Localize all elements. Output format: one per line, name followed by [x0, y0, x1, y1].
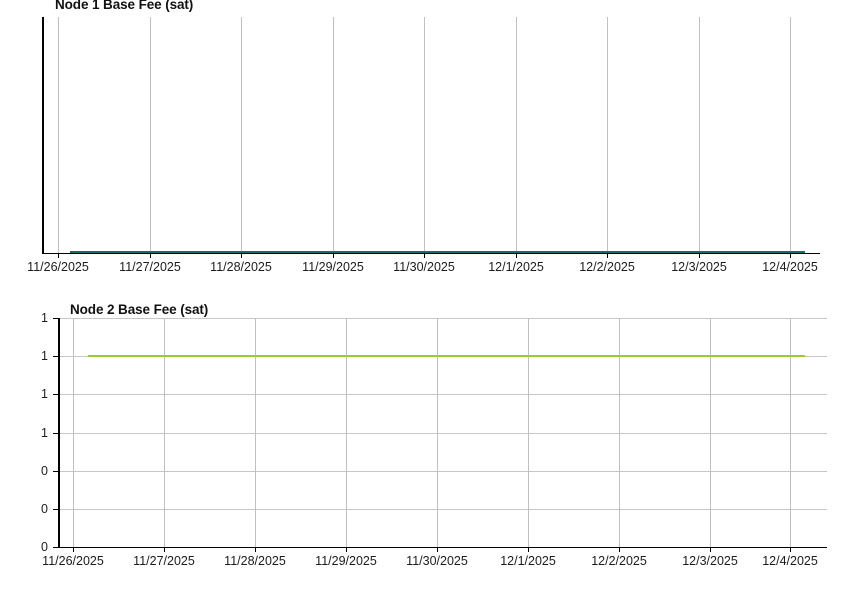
gridline-vertical	[437, 318, 438, 547]
chart-2-y-label: 0	[41, 540, 48, 554]
gridline-vertical	[424, 17, 425, 253]
chart-1-x-axis	[42, 253, 820, 254]
chart-1-y-axis	[42, 17, 44, 254]
chart-2-plot-area	[58, 318, 827, 547]
chart-2-title: Node 2 Base Fee (sat)	[70, 302, 209, 317]
gridline-vertical	[58, 17, 59, 253]
gridline-vertical	[346, 318, 347, 547]
chart-1-x-label: 12/3/2025	[671, 260, 727, 274]
chart-1-x-label: 11/26/2025	[27, 260, 89, 274]
chart-2-y-label: 1	[41, 426, 48, 440]
series-line-node-2	[88, 354, 805, 357]
gridline-vertical	[241, 17, 242, 253]
y-tick	[53, 394, 58, 395]
x-tick	[333, 253, 334, 258]
y-tick	[53, 471, 58, 472]
chart-2-y-label: 1	[41, 387, 48, 401]
y-tick	[53, 547, 58, 548]
x-tick	[424, 253, 425, 258]
gridline-horizontal	[58, 394, 827, 395]
chart-2-x-label: 12/4/2025	[762, 554, 818, 568]
chart-1-x-label: 12/1/2025	[488, 260, 544, 274]
y-tick	[53, 433, 58, 434]
chart-2-y-label: 0	[41, 502, 48, 516]
chart-1-x-label: 12/2/2025	[579, 260, 635, 274]
x-tick	[241, 253, 242, 258]
chart-1-x-label: 11/27/2025	[119, 260, 181, 274]
gridline-vertical	[619, 318, 620, 547]
x-tick	[607, 253, 608, 258]
chart-2-x-label: 12/1/2025	[500, 554, 556, 568]
gridline-vertical	[333, 17, 334, 253]
x-tick	[255, 547, 256, 552]
x-tick	[790, 253, 791, 258]
chart-1-x-label: 11/28/2025	[210, 260, 272, 274]
chart-2-x-label: 11/26/2025	[42, 554, 104, 568]
y-tick	[53, 509, 58, 510]
chart-1-x-label: 12/4/2025	[762, 260, 818, 274]
chart-node-2-base-fee: Node 2 Base Fee (sat) 1 1 1 1 0 0 0	[0, 290, 860, 600]
chart-2-x-label: 11/29/2025	[315, 554, 377, 568]
chart-2-x-label: 11/30/2025	[406, 554, 468, 568]
gridline-vertical	[516, 17, 517, 253]
chart-node-1-base-fee: Node 1 Base Fee (sat) 11/26/2025 11/27/2…	[0, 0, 860, 290]
chart-1-x-label: 11/30/2025	[393, 260, 455, 274]
x-tick	[528, 547, 529, 552]
gridline-vertical	[607, 17, 608, 253]
x-tick	[437, 547, 438, 552]
x-tick	[150, 253, 151, 258]
chart-2-y-label: 0	[41, 464, 48, 478]
gridline-horizontal	[58, 471, 827, 472]
chart-2-x-axis	[58, 547, 827, 548]
chart-2-x-label: 12/3/2025	[682, 554, 738, 568]
gridline-vertical	[699, 17, 700, 253]
x-tick	[790, 547, 791, 552]
chart-1-plot-area	[42, 17, 820, 254]
chart-1-title: Node 1 Base Fee (sat)	[55, 0, 194, 12]
gridline-vertical	[528, 318, 529, 547]
chart-2-x-label: 11/28/2025	[224, 554, 286, 568]
series-line-node-1	[70, 251, 805, 254]
x-tick	[164, 547, 165, 552]
x-tick	[58, 253, 59, 258]
gridline-vertical	[710, 318, 711, 547]
x-tick	[699, 253, 700, 258]
x-tick	[516, 253, 517, 258]
gridline-vertical	[150, 17, 151, 253]
gridline-vertical	[255, 318, 256, 547]
gridline-vertical	[790, 17, 791, 253]
chart-2-x-label: 12/2/2025	[591, 554, 647, 568]
chart-2-y-label: 1	[41, 349, 48, 363]
chart-2-y-label: 1	[41, 311, 48, 325]
y-tick	[53, 356, 58, 357]
x-tick	[73, 547, 74, 552]
x-tick	[710, 547, 711, 552]
chart-1-x-label: 11/29/2025	[302, 260, 364, 274]
gridline-horizontal	[58, 509, 827, 510]
x-tick	[346, 547, 347, 552]
gridline-vertical	[164, 318, 165, 547]
x-tick	[619, 547, 620, 552]
chart-2-x-label: 11/27/2025	[133, 554, 195, 568]
gridline-vertical	[73, 318, 74, 547]
y-tick	[53, 318, 58, 319]
gridline-horizontal	[58, 318, 827, 319]
chart-2-y-axis	[58, 318, 60, 548]
gridline-horizontal	[58, 433, 827, 434]
gridline-vertical	[790, 318, 791, 547]
